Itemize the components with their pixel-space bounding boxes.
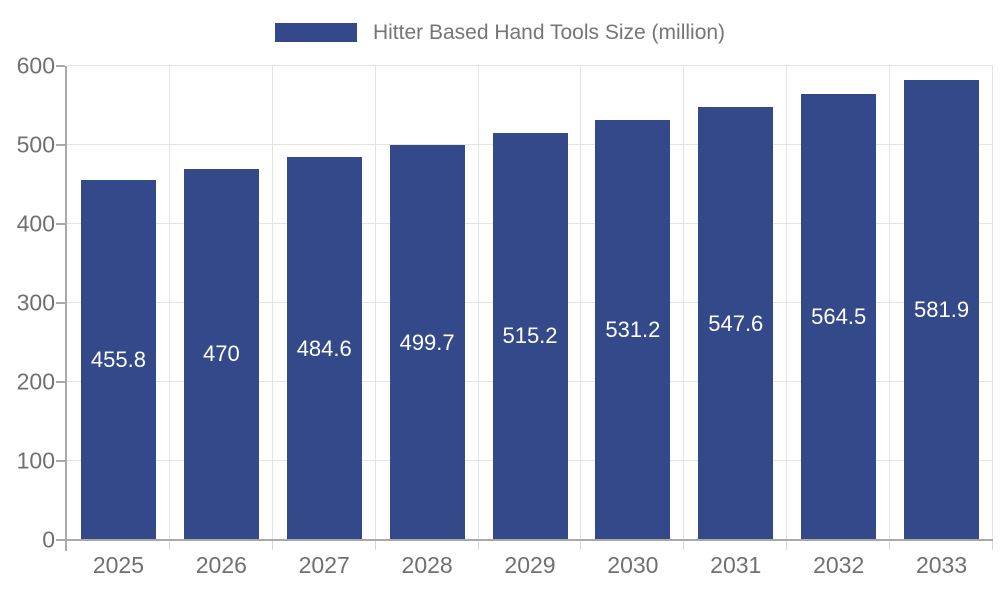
- y-axis-tick-mark: [56, 460, 65, 462]
- x-axis-tick-mark: [580, 541, 582, 550]
- y-axis-tick-mark: [56, 539, 65, 541]
- bar-value-label: 499.7: [399, 329, 455, 355]
- bar-value-label: 581.9: [914, 297, 970, 323]
- gridline-vertical: [168, 66, 170, 540]
- bar[interactable]: [286, 157, 362, 540]
- x-axis-tick-mark: [786, 541, 788, 550]
- y-axis-tick-mark: [56, 144, 65, 146]
- bar-value-label: 547.6: [708, 310, 764, 336]
- bar-value-label: 531.2: [605, 317, 661, 343]
- bar-value-label: 484.6: [296, 335, 352, 361]
- y-axis-tick-mark: [56, 302, 65, 304]
- x-axis-tick-mark: [374, 541, 376, 550]
- gridline-vertical: [374, 66, 376, 540]
- bar-value-label: 470: [202, 341, 240, 367]
- bar[interactable]: [80, 179, 156, 540]
- gridline-vertical: [786, 66, 788, 540]
- y-axis-tick-mark: [56, 223, 65, 225]
- x-axis-tick-label: 2026: [195, 552, 247, 578]
- bar[interactable]: [698, 107, 774, 540]
- y-axis-tick-label: 200: [16, 368, 55, 395]
- x-axis-tick-label: 2032: [813, 552, 865, 578]
- y-axis-tick-label: 0: [42, 526, 55, 553]
- y-axis-tick-mark: [56, 381, 65, 383]
- x-axis-tick-label: 2028: [401, 552, 453, 578]
- x-axis-tick-label: 2033: [915, 552, 968, 578]
- y-axis-tick-label: 100: [16, 447, 55, 474]
- x-axis-tick-mark: [889, 541, 891, 550]
- bar[interactable]: [904, 80, 980, 540]
- y-axis-line: [65, 66, 67, 551]
- gridline-horizontal: [67, 65, 993, 66]
- gridline-vertical: [271, 66, 273, 540]
- gridline-vertical: [992, 66, 993, 540]
- x-axis-tick-mark: [168, 541, 170, 550]
- y-axis-tick-label: 500: [16, 131, 55, 158]
- bar-value-label: 515.2: [502, 323, 558, 349]
- bar[interactable]: [801, 94, 877, 540]
- bar[interactable]: [389, 145, 465, 540]
- y-axis-tick-label: 400: [16, 210, 55, 237]
- x-axis-tick-label: 2029: [504, 552, 556, 578]
- x-axis-line: [65, 539, 993, 541]
- y-axis-tick-label: 300: [16, 289, 55, 316]
- x-axis-tick-label: 2031: [710, 552, 762, 578]
- x-axis-tick-label: 2025: [92, 552, 145, 578]
- legend[interactable]: Hitter Based Hand Tools Size (million): [0, 16, 1000, 48]
- gridline-vertical: [683, 66, 685, 540]
- plot-area: 455.8 470 484.6 499.7 515.2 531.2 547.6 564.5 58…: [67, 65, 993, 540]
- gridline-vertical: [889, 66, 891, 540]
- bar-value-label: 455.8: [90, 346, 146, 372]
- bar[interactable]: [492, 133, 568, 540]
- legend-swatch: [274, 22, 357, 42]
- x-axis-tick-label: 2030: [607, 552, 659, 578]
- legend-label: Hitter Based Hand Tools Size (million): [372, 20, 726, 44]
- x-axis-tick-mark: [477, 541, 479, 550]
- gridline-vertical: [477, 66, 479, 540]
- y-axis-tick-mark: [56, 65, 65, 67]
- bar[interactable]: [183, 168, 259, 540]
- x-axis-tick-label: 2027: [298, 552, 350, 578]
- x-axis-tick-mark: [992, 541, 993, 550]
- bar-value-label: 564.5: [811, 304, 867, 330]
- bar[interactable]: [595, 120, 671, 540]
- gridline-vertical: [580, 66, 582, 540]
- x-axis-tick-mark: [683, 541, 685, 550]
- y-axis-tick-label: 600: [16, 52, 55, 79]
- x-axis-tick-mark: [271, 541, 273, 550]
